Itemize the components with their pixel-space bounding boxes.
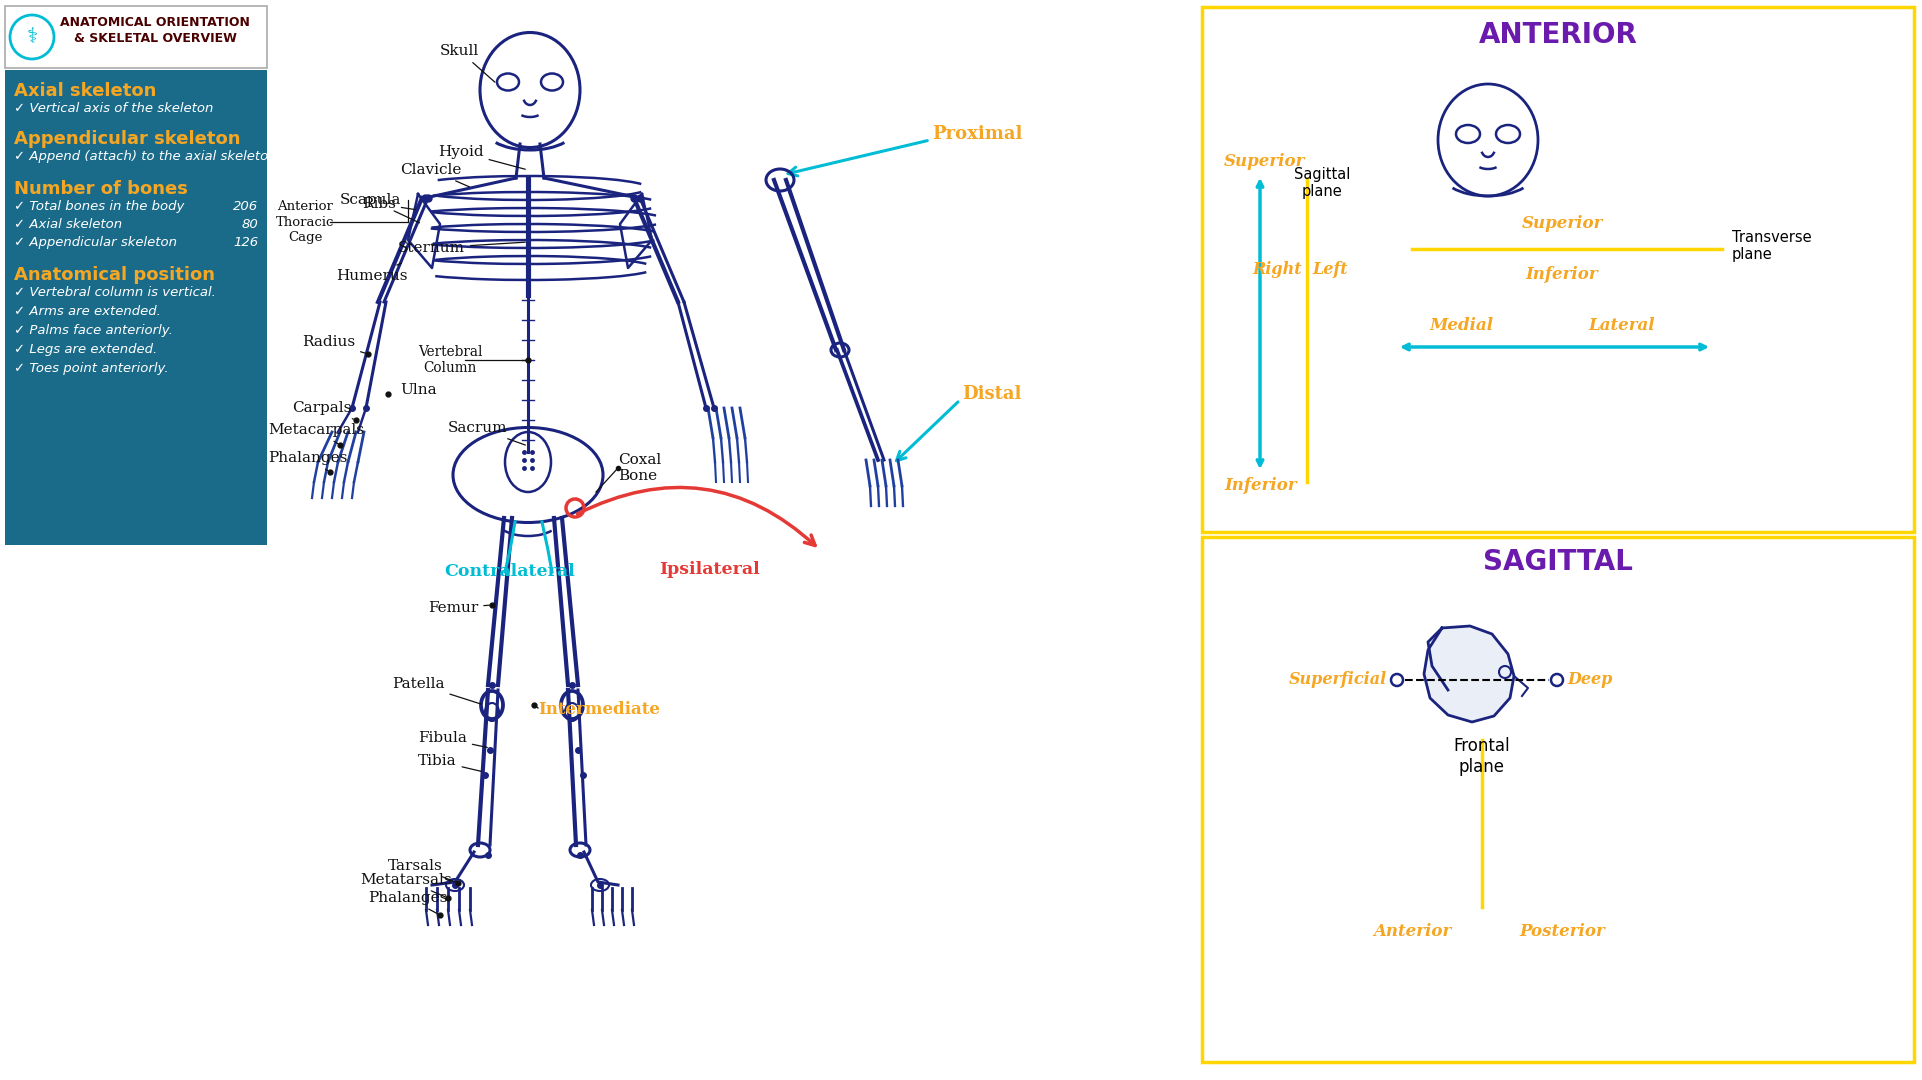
Text: Anatomical position: Anatomical position [13, 266, 215, 284]
Text: Deep: Deep [1566, 672, 1613, 689]
Text: Metatarsals: Metatarsals [359, 873, 452, 896]
Text: Phalanges: Phalanges [267, 451, 348, 471]
Text: Right: Right [1253, 261, 1301, 279]
Text: SAGITTAL: SAGITTAL [1484, 548, 1634, 576]
Text: ✓ Total bones in the body: ✓ Total bones in the body [13, 200, 185, 213]
FancyBboxPatch shape [1201, 537, 1914, 1062]
Text: Femur: Femur [429, 600, 490, 615]
Text: Contralateral: Contralateral [444, 564, 575, 581]
Text: Sagittal
plane: Sagittal plane [1294, 167, 1349, 200]
Polygon shape [1424, 626, 1515, 723]
Circle shape [10, 15, 54, 59]
Text: Humerus: Humerus [336, 264, 407, 283]
FancyArrowPatch shape [577, 487, 815, 545]
Text: Left: Left [1313, 261, 1347, 279]
Text: ✓ Arms are extended.: ✓ Arms are extended. [13, 305, 161, 318]
Text: Inferior: Inferior [1224, 477, 1297, 495]
Text: ✓ Palms face anteriorly.: ✓ Palms face anteriorly. [13, 324, 173, 337]
Text: ✓ Toes point anteriorly.: ✓ Toes point anteriorly. [13, 362, 169, 375]
FancyBboxPatch shape [1201, 6, 1914, 532]
Text: Skull: Skull [440, 44, 496, 82]
Text: ✓ Appendicular skeleton: ✓ Appendicular skeleton [13, 237, 177, 249]
Text: Superior: Superior [1224, 153, 1305, 171]
Text: ANTERIOR: ANTERIOR [1478, 21, 1638, 49]
Text: Intermediate: Intermediate [538, 702, 659, 718]
Text: Ulna: Ulna [400, 383, 436, 397]
Text: Coxal
Bone: Coxal Bone [619, 453, 661, 483]
Text: Clavicle: Clavicle [400, 163, 469, 187]
Text: Anterior
Thoracic
Cage: Anterior Thoracic Cage [277, 201, 334, 243]
Text: Appendicular skeleton: Appendicular skeleton [13, 130, 240, 148]
Text: ✓ Vertebral column is vertical.: ✓ Vertebral column is vertical. [13, 286, 215, 299]
Text: Tibia: Tibia [417, 754, 480, 771]
Text: Tarsals: Tarsals [388, 859, 456, 882]
Text: Radius: Radius [302, 335, 365, 353]
Text: Metacarpals: Metacarpals [267, 423, 363, 444]
Text: 126: 126 [233, 237, 258, 249]
Text: 80: 80 [242, 218, 258, 231]
Text: ✓ Append (attach) to the axial skeleton: ✓ Append (attach) to the axial skeleton [13, 150, 277, 163]
Text: Patella: Patella [392, 677, 480, 704]
Text: Vertebral
Column: Vertebral Column [417, 345, 482, 375]
FancyBboxPatch shape [6, 6, 267, 68]
Text: 206: 206 [233, 200, 258, 213]
Text: Phalanges: Phalanges [367, 891, 448, 914]
Text: Transverse
plane: Transverse plane [1732, 230, 1812, 262]
Text: Fibula: Fibula [417, 731, 488, 747]
Text: ✓ Legs are extended.: ✓ Legs are extended. [13, 343, 158, 356]
Text: ⚕: ⚕ [27, 27, 38, 48]
Text: Superior: Superior [1522, 215, 1603, 232]
Text: Carpals: Carpals [292, 401, 354, 419]
Text: Frontal
plane: Frontal plane [1453, 737, 1511, 775]
Text: Posterior: Posterior [1518, 923, 1605, 941]
Text: Proximal: Proximal [932, 125, 1023, 143]
Text: Sacrum: Sacrum [448, 421, 525, 445]
Text: Ribs: Ribs [361, 197, 415, 211]
Text: Superficial: Superficial [1290, 672, 1388, 689]
Text: Lateral: Lateral [1589, 318, 1655, 335]
Text: Ipsilateral: Ipsilateral [659, 562, 761, 579]
Text: Inferior: Inferior [1526, 266, 1599, 283]
Text: Distal: Distal [963, 384, 1021, 403]
Text: & SKELETAL OVERVIEW: & SKELETAL OVERVIEW [73, 31, 236, 44]
FancyBboxPatch shape [6, 70, 267, 545]
Text: Scapula: Scapula [340, 193, 419, 222]
Text: Sternum: Sternum [398, 241, 525, 255]
Text: ANATOMICAL ORIENTATION: ANATOMICAL ORIENTATION [60, 15, 250, 28]
Text: Number of bones: Number of bones [13, 180, 188, 198]
Text: ✓ Vertical axis of the skeleton: ✓ Vertical axis of the skeleton [13, 102, 213, 114]
Text: ✓ Axial skeleton: ✓ Axial skeleton [13, 218, 123, 231]
Text: Hyoid: Hyoid [438, 145, 525, 170]
Text: Axial skeleton: Axial skeleton [13, 82, 156, 100]
Text: Anterior: Anterior [1372, 923, 1451, 941]
Text: Medial: Medial [1430, 318, 1493, 335]
